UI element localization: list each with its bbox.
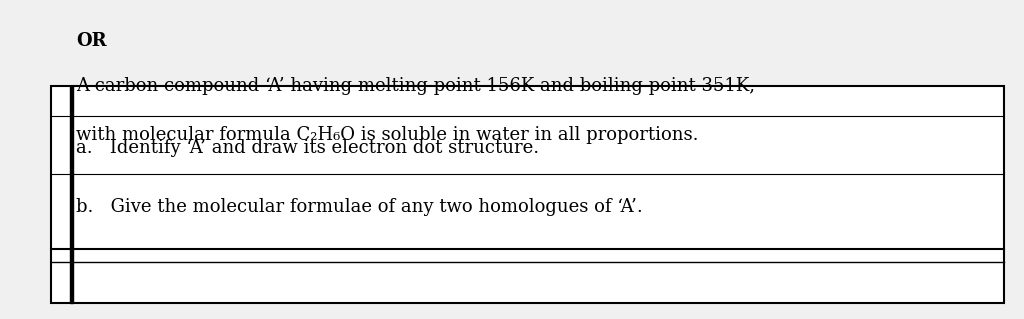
Text: A carbon compound ‘A’ having melting point 156K and boiling point 351K,: A carbon compound ‘A’ having melting poi… <box>76 77 755 94</box>
Text: b.   Give the molecular formulae of any two homologues of ‘A’.: b. Give the molecular formulae of any tw… <box>76 198 642 216</box>
FancyBboxPatch shape <box>51 86 1004 303</box>
Text: OR: OR <box>76 32 106 50</box>
Text: with molecular formula C₂H₆O is soluble in water in all proportions.: with molecular formula C₂H₆O is soluble … <box>76 126 698 144</box>
Bar <box>70 86 73 303</box>
Text: a.   Identify ‘A’ and draw its electron dot structure.: a. Identify ‘A’ and draw its electron do… <box>76 139 539 157</box>
